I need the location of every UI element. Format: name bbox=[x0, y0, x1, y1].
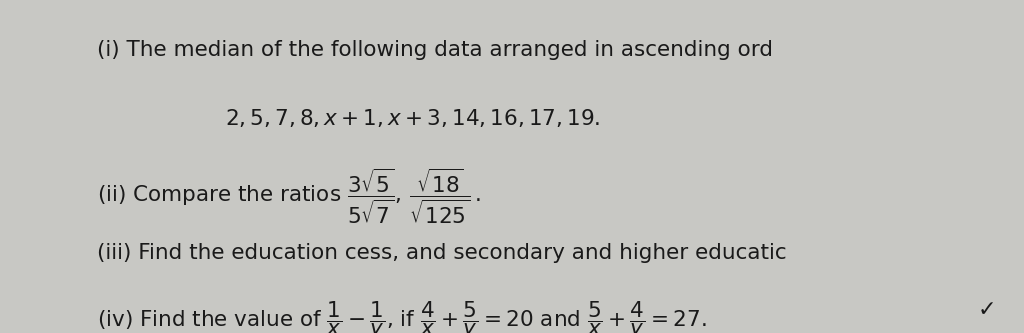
Text: $2, 5, 7, 8, x+1, x+3, 14, 16, 17, 19.$: $2, 5, 7, 8, x+1, x+3, 14, 16, 17, 19.$ bbox=[225, 107, 601, 129]
Text: (ii) Compare the ratios $\dfrac{3\sqrt{5}}{5\sqrt{7}},\, \dfrac{\sqrt{18}}{\sqrt: (ii) Compare the ratios $\dfrac{3\sqrt{5… bbox=[97, 166, 481, 226]
Text: (iv) Find the value of $\dfrac{1}{x}-\dfrac{1}{y}$, if $\dfrac{4}{x}+\dfrac{5}{y: (iv) Find the value of $\dfrac{1}{x}-\df… bbox=[97, 300, 707, 333]
Text: (iii) Find the education cess, and secondary and higher educatic: (iii) Find the education cess, and secon… bbox=[97, 243, 786, 263]
Text: (i) The median of the following data arranged in ascending ord: (i) The median of the following data arr… bbox=[97, 40, 773, 60]
Text: ✓: ✓ bbox=[978, 300, 996, 320]
